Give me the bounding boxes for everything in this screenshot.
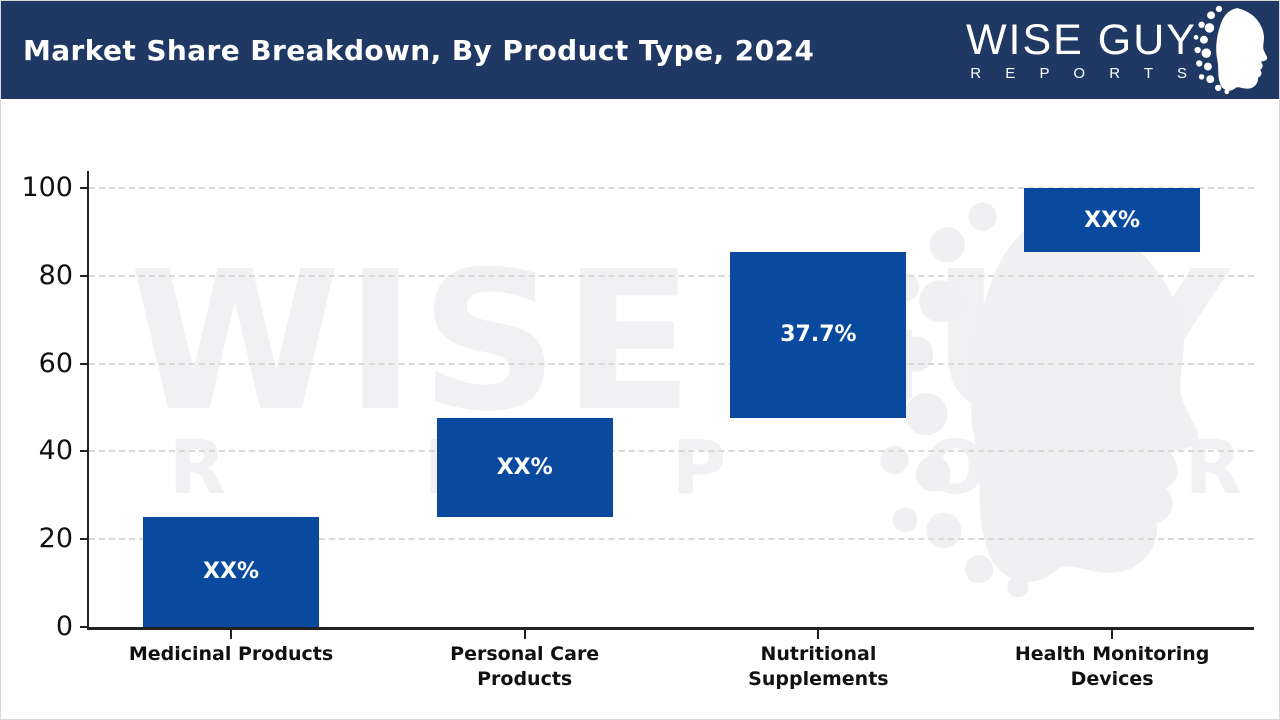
bar-value-label: XX% [203, 559, 259, 585]
bar-health-monitoring-devices: XX% [1024, 188, 1201, 253]
x-tick-mark [1111, 630, 1114, 639]
y-axis-label: 20 [38, 523, 73, 555]
x-axis-category-label: Nutritional Supplements [748, 643, 889, 690]
x-tick-mark [817, 630, 820, 639]
logo-title: WISE GUY [965, 15, 1197, 64]
page-title: Market Share Breakdown, By Product Type,… [23, 33, 815, 67]
gridline-80 [89, 274, 1254, 277]
y-axis-label: 0 [55, 611, 73, 642]
x-tick-mark [523, 630, 526, 639]
bar-value-label: XX% [496, 454, 553, 480]
x-tick-mark [230, 630, 232, 639]
y-tick-mark [80, 187, 89, 189]
gridline-20 [89, 538, 1254, 541]
y-axis-label: 100 [21, 172, 73, 203]
gridline-100 [89, 187, 1254, 189]
y-axis-label: 40 [38, 435, 73, 467]
y-tick-mark [80, 626, 89, 628]
bar-personal-care-products: XX% [436, 417, 613, 517]
y-axis-line [87, 171, 89, 630]
x-axis-category-label: Health Monitoring Devices [1014, 643, 1210, 690]
y-tick-mark [80, 362, 89, 365]
bar-medicinal-products: XX% [143, 516, 319, 627]
logo-head-icon [1193, 5, 1268, 95]
y-tick-mark [80, 538, 89, 541]
bar-nutritional-supplements: 37.7% [730, 252, 907, 418]
x-axis-category-label: Medicinal Products [128, 643, 334, 665]
y-tick-mark [80, 274, 89, 277]
y-axis-label: 60 [38, 347, 73, 379]
x-axis-line [87, 627, 1254, 630]
gridline-60 [89, 362, 1254, 365]
wise-guy-logo: WISE GUY R E P O R T S [964, 5, 1271, 95]
x-axis-category-label: Personal Care Products [450, 643, 600, 690]
gridline-40 [89, 450, 1254, 453]
y-tick-mark [80, 450, 89, 453]
logo-subtitle: R E P O R T S [970, 64, 1197, 82]
bar-value-label: 37.7% [780, 322, 857, 348]
y-axis-label: 80 [38, 259, 73, 291]
bar-value-label: XX% [1084, 207, 1141, 233]
header-bar: Market Share Breakdown, By Product Type,… [1, 1, 1279, 99]
logo-text: WISE GUY R E P O R T S [964, 15, 1197, 82]
